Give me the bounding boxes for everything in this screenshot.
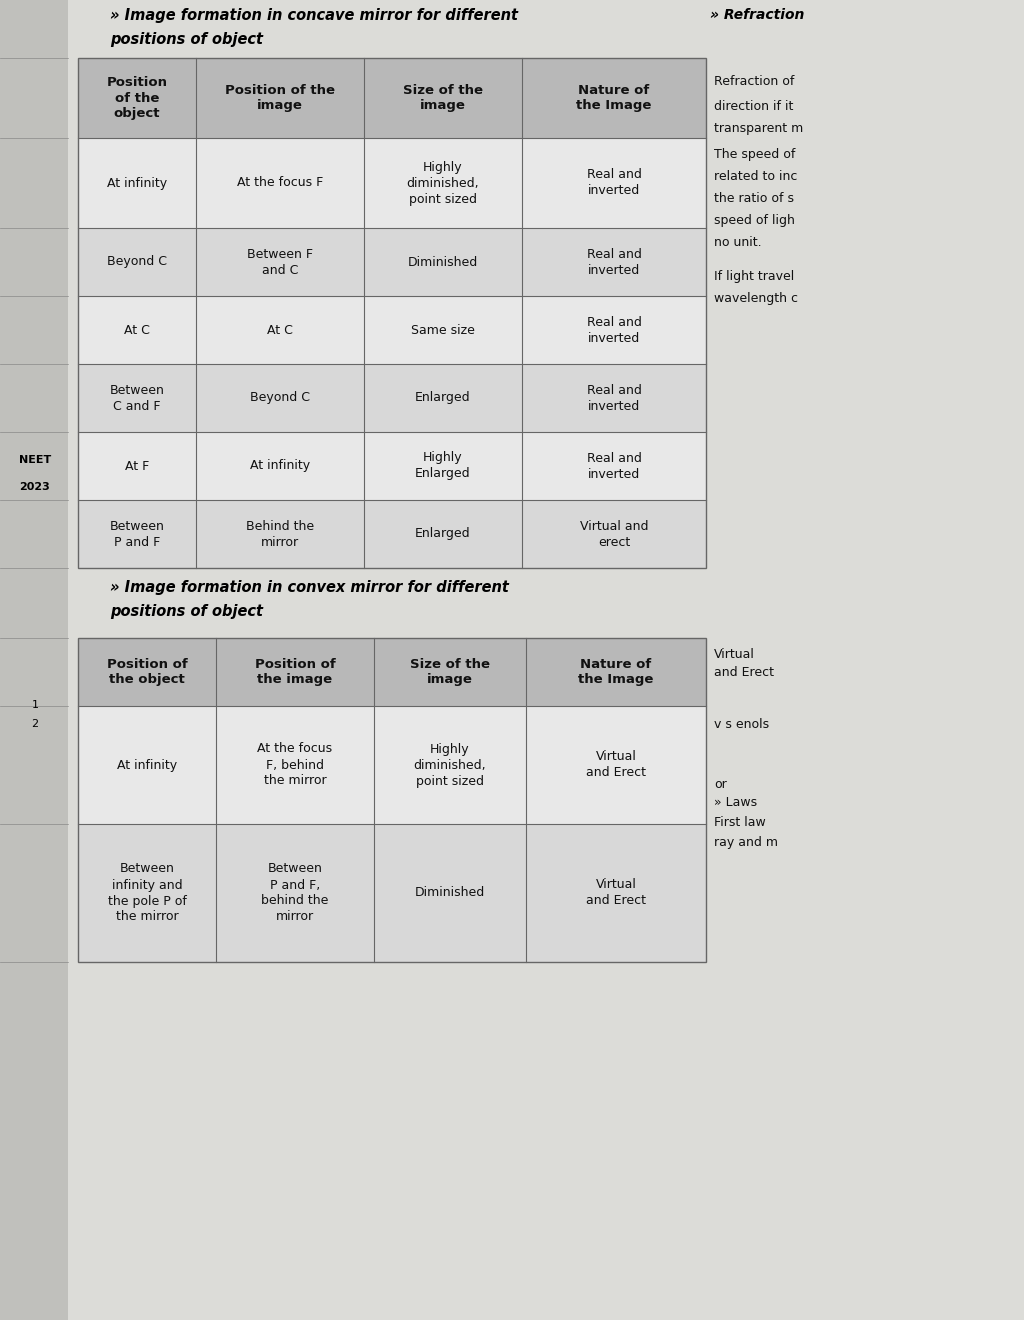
Text: At the focus F: At the focus F: [237, 177, 324, 190]
Text: 2023: 2023: [19, 482, 50, 492]
Bar: [78, 296, 706, 364]
Text: Enlarged: Enlarged: [415, 392, 471, 404]
Bar: [78, 638, 706, 962]
Text: positions of object: positions of object: [110, 32, 263, 48]
Text: Same size: Same size: [411, 323, 475, 337]
Text: 1: 1: [32, 700, 39, 710]
Text: Real and
inverted: Real and inverted: [587, 248, 641, 276]
Text: Highly
diminished,
point sized: Highly diminished, point sized: [407, 161, 479, 206]
Text: Refraction of: Refraction of: [714, 75, 795, 88]
Bar: [78, 500, 706, 568]
Text: At infinity: At infinity: [250, 459, 310, 473]
Text: Between
P and F,
behind the
mirror: Between P and F, behind the mirror: [261, 862, 329, 924]
Text: Between
P and F: Between P and F: [110, 520, 165, 549]
Text: direction if it: direction if it: [714, 100, 794, 114]
Text: Size of the
image: Size of the image: [403, 83, 483, 112]
Text: no unit.: no unit.: [714, 236, 762, 249]
Text: » Image formation in concave mirror for different: » Image formation in concave mirror for …: [110, 8, 518, 22]
Bar: [78, 228, 706, 296]
Text: Real and
inverted: Real and inverted: [587, 451, 641, 480]
Bar: [0, 0, 68, 1320]
Text: Virtual: Virtual: [714, 648, 755, 661]
Text: At the focus
F, behind
the mirror: At the focus F, behind the mirror: [257, 742, 333, 788]
Text: Nature of
the Image: Nature of the Image: [577, 83, 651, 112]
Text: wavelength c: wavelength c: [714, 292, 798, 305]
Text: the ratio of s: the ratio of s: [714, 191, 794, 205]
Text: Behind the
mirror: Behind the mirror: [246, 520, 314, 549]
Text: At infinity: At infinity: [106, 177, 167, 190]
Bar: [78, 432, 706, 500]
Text: » Laws: » Laws: [714, 796, 757, 809]
Text: At F: At F: [125, 459, 150, 473]
Text: Position of
the image: Position of the image: [255, 657, 336, 686]
Text: Highly
Enlarged: Highly Enlarged: [415, 451, 471, 480]
Text: Beyond C: Beyond C: [106, 256, 167, 268]
Text: transparent m: transparent m: [714, 121, 803, 135]
Text: Size of the
image: Size of the image: [410, 657, 490, 686]
Text: and Erect: and Erect: [714, 667, 774, 678]
Bar: [78, 638, 706, 706]
Text: Position
of the
object: Position of the object: [106, 75, 168, 120]
Bar: [78, 58, 706, 139]
Text: NEET: NEET: [18, 455, 51, 466]
Text: or: or: [714, 777, 727, 791]
Text: Between
C and F: Between C and F: [110, 384, 165, 412]
Text: At infinity: At infinity: [117, 759, 177, 771]
Text: v s enols: v s enols: [714, 718, 769, 731]
Text: Position of
the object: Position of the object: [106, 657, 187, 686]
Bar: [78, 364, 706, 432]
Text: Position of the
image: Position of the image: [225, 83, 335, 112]
Text: Real and
inverted: Real and inverted: [587, 169, 641, 198]
Text: Diminished: Diminished: [415, 887, 485, 899]
Text: Between
infinity and
the pole P of
the mirror: Between infinity and the pole P of the m…: [108, 862, 186, 924]
Text: At C: At C: [267, 323, 293, 337]
Bar: [78, 706, 706, 824]
Bar: [78, 58, 706, 568]
Text: ray and m: ray and m: [714, 836, 778, 849]
Text: positions of object: positions of object: [110, 605, 263, 619]
Bar: [78, 139, 706, 228]
Text: The speed of: The speed of: [714, 148, 796, 161]
Text: Real and
inverted: Real and inverted: [587, 384, 641, 412]
Bar: [78, 824, 706, 962]
Text: First law: First law: [714, 816, 766, 829]
Text: » Image formation in convex mirror for different: » Image formation in convex mirror for d…: [110, 579, 509, 595]
Text: Enlarged: Enlarged: [415, 528, 471, 540]
Text: Real and
inverted: Real and inverted: [587, 315, 641, 345]
Text: Virtual and
erect: Virtual and erect: [580, 520, 648, 549]
Text: Virtual
and Erect: Virtual and Erect: [586, 879, 646, 908]
Text: speed of ligh: speed of ligh: [714, 214, 795, 227]
Text: If light travel: If light travel: [714, 271, 795, 282]
Text: » Refraction: » Refraction: [710, 8, 805, 22]
Text: Virtual
and Erect: Virtual and Erect: [586, 751, 646, 780]
Text: 2: 2: [32, 719, 39, 730]
Text: Between F
and C: Between F and C: [247, 248, 313, 276]
Text: Diminished: Diminished: [408, 256, 478, 268]
Text: Nature of
the Image: Nature of the Image: [579, 657, 653, 686]
Text: Beyond C: Beyond C: [250, 392, 310, 404]
Text: At C: At C: [124, 323, 150, 337]
Text: Highly
diminished,
point sized: Highly diminished, point sized: [414, 742, 486, 788]
Text: related to inc: related to inc: [714, 170, 798, 183]
